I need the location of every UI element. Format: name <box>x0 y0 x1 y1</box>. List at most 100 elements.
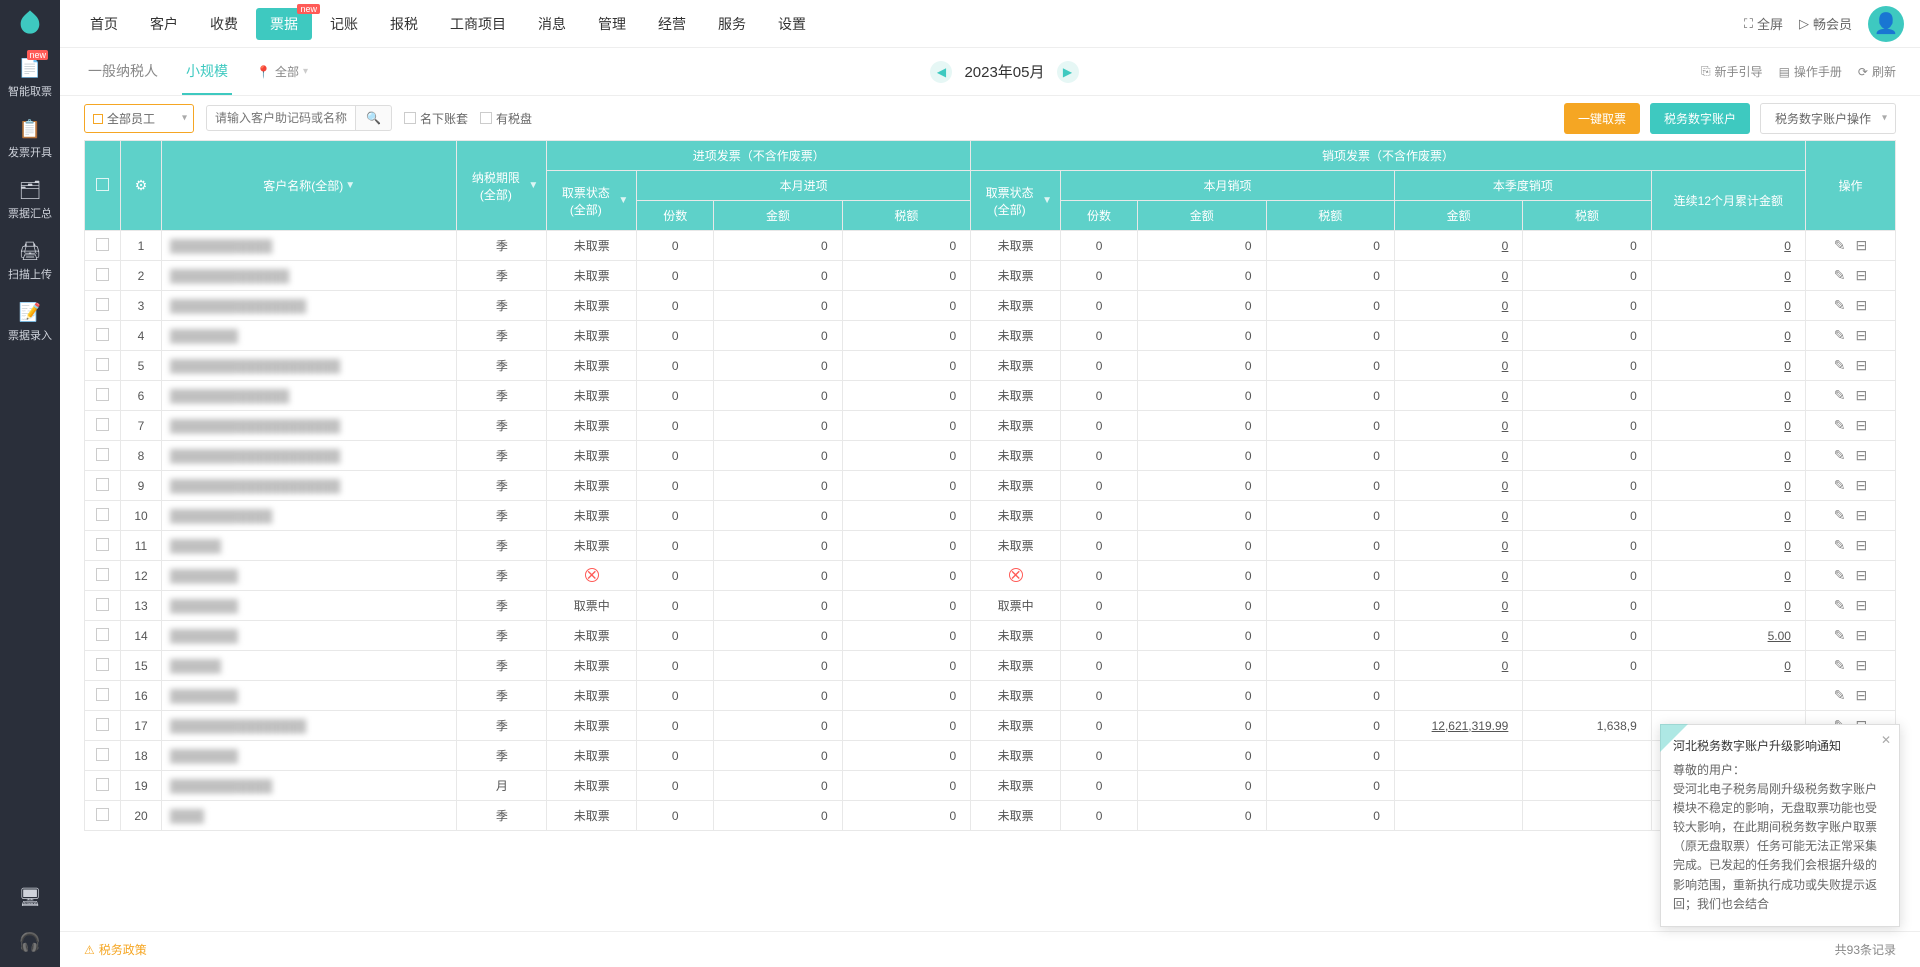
customer-name[interactable]: ████████ <box>162 561 457 591</box>
cumulative[interactable]: 0 <box>1651 411 1805 441</box>
cumulative[interactable] <box>1651 681 1805 711</box>
customer-name[interactable]: ██████ <box>162 651 457 681</box>
topnav-item-1[interactable]: 客户 <box>136 8 192 40</box>
more-icon[interactable]: ⊟ <box>1855 297 1867 314</box>
row-checkbox[interactable] <box>96 778 109 791</box>
edit-icon[interactable]: ✎ <box>1834 657 1846 674</box>
more-icon[interactable]: ⊟ <box>1855 627 1867 644</box>
quarter-amount[interactable]: 12,621,319.99 <box>1394 711 1522 741</box>
customer-name[interactable]: ██████████████ <box>162 381 457 411</box>
select-all-checkbox[interactable] <box>96 178 109 191</box>
cumulative[interactable]: 0 <box>1651 471 1805 501</box>
row-checkbox[interactable] <box>96 718 109 731</box>
region-select[interactable]: 📍 全部 ▾ <box>256 63 308 80</box>
row-checkbox[interactable] <box>96 538 109 551</box>
cumulative[interactable]: 0 <box>1651 441 1805 471</box>
edit-icon[interactable]: ✎ <box>1834 387 1846 404</box>
column-status-in[interactable]: 取票状态(全部)▼ <box>555 184 628 218</box>
edit-icon[interactable]: ✎ <box>1834 267 1846 284</box>
row-checkbox[interactable] <box>96 658 109 671</box>
edit-icon[interactable]: ✎ <box>1834 597 1846 614</box>
edit-icon[interactable]: ✎ <box>1834 537 1846 554</box>
quarter-amount[interactable] <box>1394 741 1522 771</box>
customer-name[interactable]: ████████ <box>162 621 457 651</box>
row-checkbox[interactable] <box>96 628 109 641</box>
tax-account-ops-button[interactable]: 税务数字账户操作▾ <box>1760 103 1896 134</box>
edit-icon[interactable]: ✎ <box>1834 447 1846 464</box>
one-click-fetch-button[interactable]: 一键取票 <box>1564 103 1640 134</box>
prev-month-button[interactable]: ◀ <box>930 61 952 83</box>
quarter-amount[interactable]: 0 <box>1394 591 1522 621</box>
more-icon[interactable]: ⊟ <box>1855 417 1867 434</box>
topnav-item-10[interactable]: 服务 <box>704 8 760 40</box>
search-button[interactable]: 🔍 <box>356 105 392 131</box>
quarter-amount[interactable]: 0 <box>1394 411 1522 441</box>
edit-icon[interactable]: ✎ <box>1834 417 1846 434</box>
sidebar-item-1[interactable]: 📋发票开具 <box>8 109 52 170</box>
cumulative[interactable]: 0 <box>1651 321 1805 351</box>
row-checkbox[interactable] <box>96 328 109 341</box>
row-checkbox[interactable] <box>96 298 109 311</box>
row-checkbox[interactable] <box>96 688 109 701</box>
more-icon[interactable]: ⊟ <box>1855 447 1867 464</box>
gear-icon[interactable]: ⚙ <box>135 177 148 193</box>
checkbox-has-device[interactable]: 有税盘 <box>480 110 532 127</box>
more-icon[interactable]: ⊟ <box>1855 657 1867 674</box>
row-checkbox[interactable] <box>96 598 109 611</box>
customer-name[interactable]: ██████████████ <box>162 261 457 291</box>
search-input[interactable] <box>206 105 356 131</box>
quarter-amount[interactable]: 0 <box>1394 351 1522 381</box>
row-checkbox[interactable] <box>96 238 109 251</box>
subtab-0[interactable]: 一般纳税人 <box>84 49 162 95</box>
cumulative[interactable]: 0 <box>1651 591 1805 621</box>
cumulative[interactable]: 0 <box>1651 501 1805 531</box>
tax-policy-link[interactable]: ⚠税务政策 <box>84 941 147 958</box>
row-checkbox[interactable] <box>96 448 109 461</box>
sidebar-item-0[interactable]: new📄智能取票 <box>8 48 52 109</box>
column-period[interactable]: 纳税期限(全部)▼ <box>465 169 538 203</box>
avatar[interactable]: 👤 <box>1868 6 1904 42</box>
edit-icon[interactable]: ✎ <box>1834 297 1846 314</box>
more-icon[interactable]: ⊟ <box>1855 327 1867 344</box>
edit-icon[interactable]: ✎ <box>1834 357 1846 374</box>
quarter-amount[interactable]: 0 <box>1394 381 1522 411</box>
cumulative[interactable]: 0 <box>1651 381 1805 411</box>
topnav-item-5[interactable]: 报税 <box>376 8 432 40</box>
sidebar-bottom-1[interactable]: 🖥 <box>0 877 60 922</box>
quarter-amount[interactable]: 0 <box>1394 651 1522 681</box>
row-checkbox[interactable] <box>96 358 109 371</box>
quarter-amount[interactable] <box>1394 681 1522 711</box>
customer-name[interactable]: ████████████ <box>162 771 457 801</box>
sidebar-bottom-2[interactable]: 🎧 <box>0 922 60 967</box>
staff-select[interactable]: 全部员工▾ <box>84 104 194 133</box>
quarter-amount[interactable]: 0 <box>1394 291 1522 321</box>
quarter-amount[interactable]: 0 <box>1394 621 1522 651</box>
sidebar-item-4[interactable]: 📝票据录入 <box>8 292 52 353</box>
tax-account-button[interactable]: 税务数字账户 <box>1650 103 1750 134</box>
topnav-item-3[interactable]: 票据new <box>256 8 312 40</box>
more-icon[interactable]: ⊟ <box>1855 237 1867 254</box>
member-button[interactable]: ▷畅会员 <box>1799 14 1852 33</box>
topnav-item-6[interactable]: 工商项目 <box>436 8 520 40</box>
topnav-item-0[interactable]: 首页 <box>76 8 132 40</box>
row-checkbox[interactable] <box>96 388 109 401</box>
quarter-amount[interactable]: 0 <box>1394 561 1522 591</box>
cumulative[interactable]: 0 <box>1651 291 1805 321</box>
customer-name[interactable]: ████ <box>162 801 457 831</box>
quarter-amount[interactable]: 0 <box>1394 471 1522 501</box>
quarter-amount[interactable]: 0 <box>1394 501 1522 531</box>
edit-icon[interactable]: ✎ <box>1834 567 1846 584</box>
more-icon[interactable]: ⊟ <box>1855 687 1867 704</box>
row-checkbox[interactable] <box>96 568 109 581</box>
quarter-amount[interactable]: 0 <box>1394 321 1522 351</box>
row-checkbox[interactable] <box>96 808 109 821</box>
manual-link[interactable]: ▤操作手册 <box>1779 63 1842 80</box>
edit-icon[interactable]: ✎ <box>1834 687 1846 704</box>
customer-name[interactable]: ████████████ <box>162 231 457 261</box>
customer-name[interactable]: ████████ <box>162 741 457 771</box>
more-icon[interactable]: ⊟ <box>1855 477 1867 494</box>
column-customer[interactable]: 客户名称(全部)▼ <box>263 177 355 194</box>
customer-name[interactable]: ██████ <box>162 531 457 561</box>
more-icon[interactable]: ⊟ <box>1855 267 1867 284</box>
customer-name[interactable]: ████████ <box>162 321 457 351</box>
